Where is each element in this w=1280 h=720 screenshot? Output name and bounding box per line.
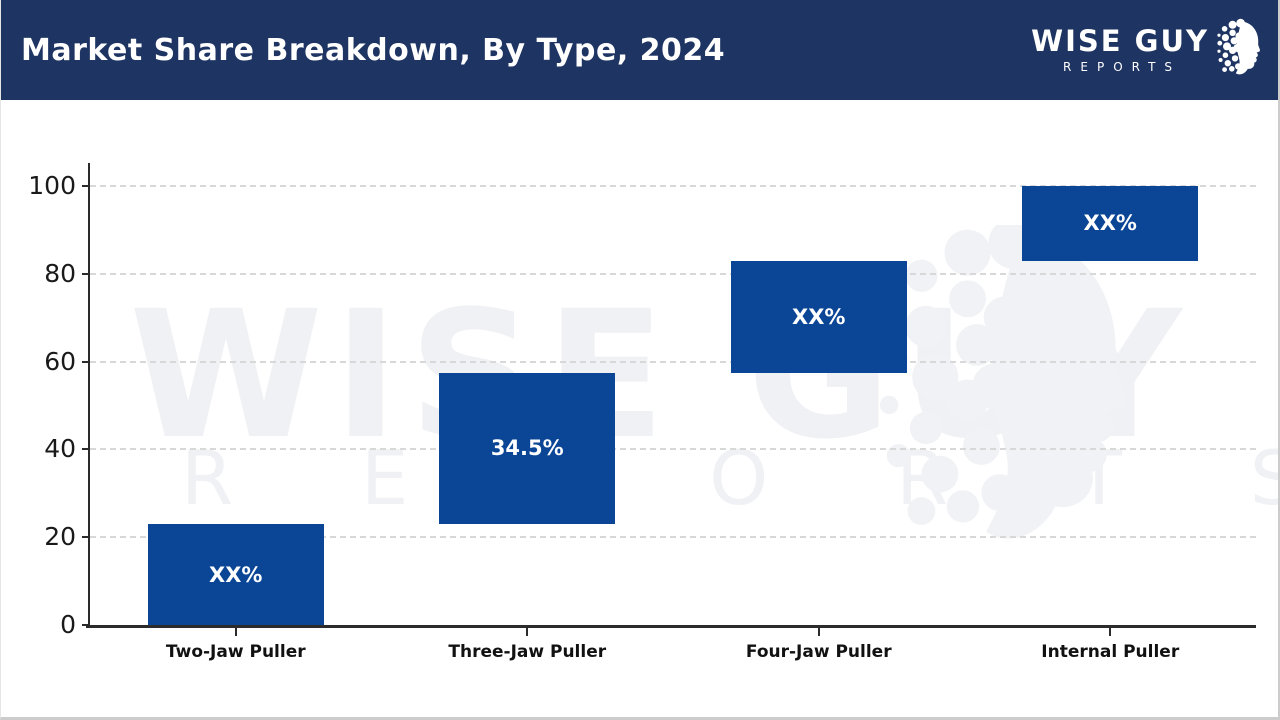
y-axis — [88, 163, 90, 627]
bar-four-jaw-puller: XX% — [730, 260, 907, 373]
y-tick — [82, 360, 90, 363]
y-axis-tick-label: 40 — [44, 434, 76, 464]
wise-guy-logo: WISE GUY REPORTS — [1031, 0, 1267, 100]
gridline — [90, 360, 1256, 363]
y-axis-tick-label: 60 — [44, 346, 76, 376]
bar-two-jaw-puller: XX% — [147, 524, 324, 625]
gridline — [90, 272, 1256, 275]
y-axis-tick-label: 100 — [28, 171, 76, 200]
logo-brand-name: WISE GUY — [1031, 23, 1209, 58]
x-axis-category-label: Four-Jaw Puller — [745, 642, 892, 662]
bar-value-label: XX% — [1083, 211, 1137, 236]
x-tick — [1109, 628, 1112, 636]
x-tick — [817, 628, 820, 636]
header-bar: Market Share Breakdown, By Type, 2024 WI… — [1, 0, 1278, 100]
x-tick — [526, 628, 529, 636]
bar-value-label: XX% — [209, 562, 263, 587]
x-axis-category-label: Two-Jaw Puller — [165, 642, 306, 662]
gridline — [90, 536, 1256, 539]
x-axis — [86, 625, 1256, 628]
y-tick — [82, 448, 90, 451]
x-axis-category-label: Three-Jaw Puller — [448, 642, 607, 662]
bar-three-jaw-puller: 34.5% — [439, 372, 616, 525]
bar-internal-puller: XX% — [1022, 186, 1199, 261]
bar-value-label: XX% — [792, 304, 846, 329]
y-axis-tick-label: 20 — [44, 522, 76, 552]
x-tick — [234, 628, 237, 636]
gridline — [90, 185, 1256, 187]
bar-value-label: 34.5% — [490, 436, 564, 461]
gridline — [90, 448, 1256, 451]
x-axis-category-label: Internal Puller — [1041, 642, 1180, 662]
dotted-head-profile-icon — [1217, 18, 1260, 75]
y-tick — [82, 536, 90, 539]
y-tick — [82, 185, 90, 187]
y-axis-tick-label: 80 — [44, 258, 76, 288]
y-axis-tick-label: 0 — [60, 610, 76, 639]
y-tick — [82, 272, 90, 275]
page-title: Market Share Breakdown, By Type, 2024 — [21, 32, 726, 68]
logo-brand-tagline: REPORTS — [1063, 59, 1182, 74]
